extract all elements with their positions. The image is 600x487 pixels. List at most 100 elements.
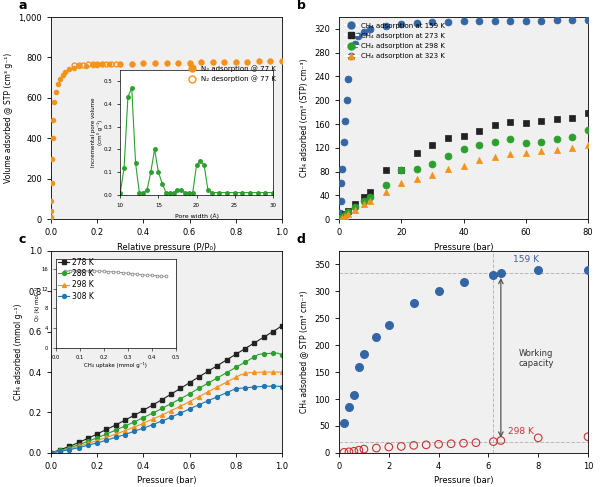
Point (443, 134, 453, 142)
Point (381, 181, 391, 188)
Point (434, 287, 443, 295)
Point (412, 165, 422, 173)
Point (371, 444, 381, 452)
298 K (260, 369, 267, 375)
Point (397, 167, 406, 174)
Point (536, 138, 546, 146)
Point (335, 213, 344, 221)
Point (359, 350, 368, 358)
288 K (214, 375, 221, 381)
Point (583, 110, 593, 117)
Point (342, 96, 352, 104)
Point (459, 439, 469, 447)
Line: 308 K: 308 K (49, 384, 284, 455)
308 K (265, 383, 272, 389)
Point (359, 193, 368, 201)
Point (371, 333, 381, 341)
288 K (278, 352, 286, 358)
Text: d: d (296, 233, 305, 246)
Point (359, 445, 368, 453)
Point (505, 135, 515, 143)
Line: 298 K: 298 K (49, 370, 284, 455)
Point (337, 180, 346, 187)
Text: b: b (296, 0, 305, 12)
Point (474, 18, 484, 25)
Point (490, 17, 499, 24)
Text: 298 K: 298 K (508, 427, 534, 436)
Point (474, 156, 484, 164)
308 K (200, 400, 207, 406)
Point (443, 18, 453, 26)
Point (350, 206, 359, 213)
Point (490, 139, 499, 147)
Point (350, 204, 359, 211)
Point (488, 271, 498, 279)
Line: 278 K: 278 K (49, 324, 284, 455)
288 K (269, 350, 277, 356)
Point (521, 119, 530, 127)
278 K (98, 429, 106, 434)
298 K (121, 428, 128, 433)
Text: 159 K: 159 K (513, 255, 539, 263)
Point (344, 210, 353, 218)
Point (568, 16, 577, 24)
Point (340, 117, 350, 125)
Point (365, 197, 375, 205)
Point (421, 441, 431, 449)
Point (521, 149, 530, 156)
Point (521, 139, 530, 147)
Point (552, 16, 562, 24)
308 K (121, 431, 128, 437)
Point (337, 213, 347, 221)
Point (336, 197, 346, 205)
Point (471, 439, 481, 447)
Point (474, 127, 484, 135)
278 K (200, 371, 207, 377)
Point (365, 188, 375, 196)
288 K (200, 383, 207, 389)
Point (344, 208, 353, 216)
Point (552, 135, 562, 143)
Point (397, 166, 406, 174)
Point (412, 175, 422, 183)
Point (339, 419, 349, 427)
Point (459, 18, 469, 25)
Point (344, 448, 354, 456)
Point (384, 321, 394, 329)
Point (533, 434, 543, 442)
298 K (98, 436, 106, 442)
Point (344, 75, 353, 83)
Point (583, 266, 593, 274)
Point (536, 117, 546, 125)
Text: a: a (19, 0, 27, 12)
Point (336, 215, 346, 223)
Point (339, 449, 349, 456)
Point (397, 443, 406, 450)
Point (381, 167, 391, 174)
Point (365, 25, 375, 33)
Point (568, 114, 577, 122)
288 K (117, 425, 124, 431)
298 K (200, 392, 207, 397)
Point (552, 115, 562, 123)
308 K (274, 383, 281, 389)
Point (428, 19, 437, 26)
Point (336, 214, 346, 222)
Point (340, 212, 350, 220)
Point (339, 138, 349, 146)
Y-axis label: CH₄ adsorbed @ STP (cm³ cm⁻³): CH₄ adsorbed @ STP (cm³ cm⁻³) (299, 291, 308, 413)
Point (337, 213, 347, 221)
Point (474, 142, 484, 150)
Point (459, 278, 469, 285)
Point (397, 20, 406, 28)
Point (344, 403, 354, 411)
Point (359, 197, 368, 205)
Point (536, 147, 546, 155)
Line: 288 K: 288 K (49, 351, 284, 455)
Point (409, 442, 418, 450)
Point (381, 22, 391, 30)
X-axis label: Pressure (bar): Pressure (bar) (434, 476, 493, 486)
Point (409, 299, 418, 307)
Point (335, 209, 345, 217)
Point (443, 165, 453, 173)
